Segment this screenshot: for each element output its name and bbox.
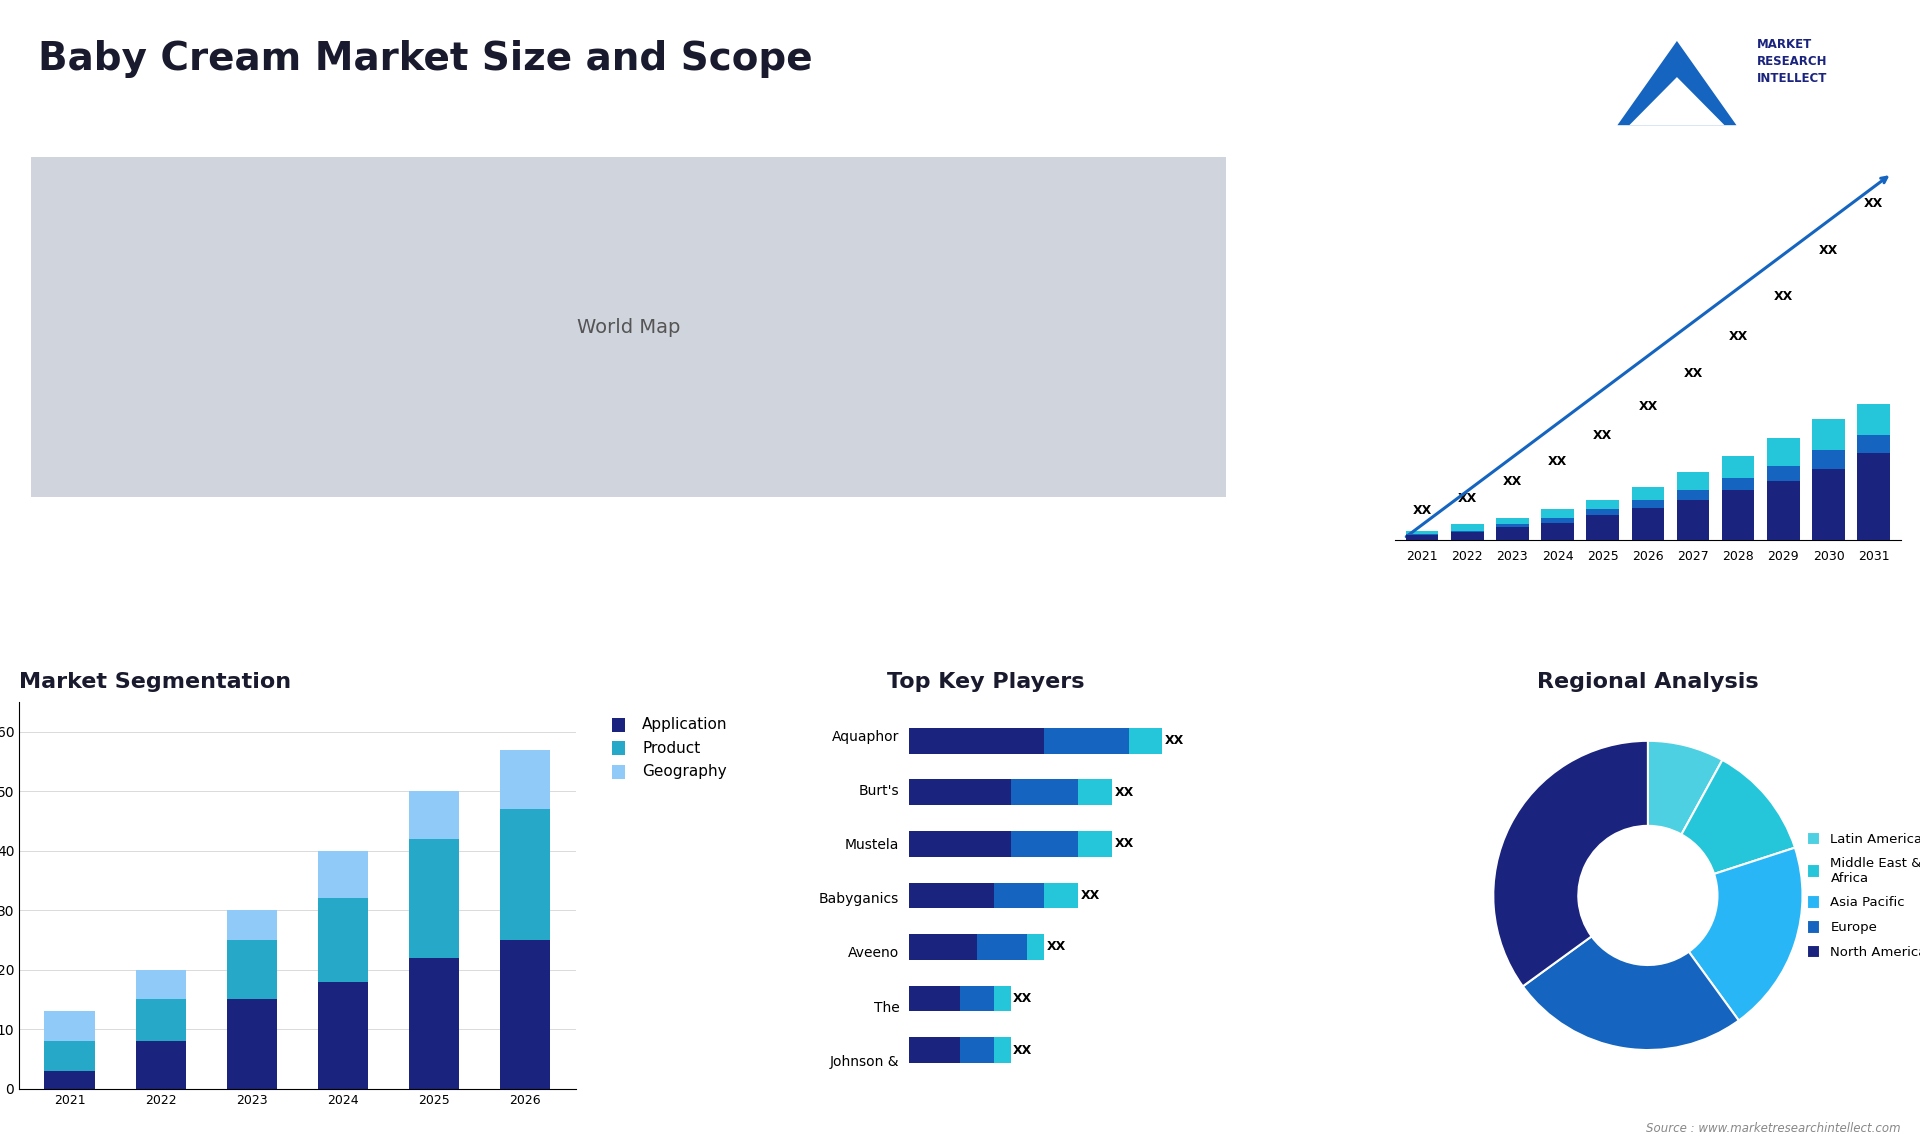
Text: Babyganics: Babyganics bbox=[820, 893, 899, 906]
Legend: Latin America, Middle East &
Africa, Asia Pacific, Europe, North America: Latin America, Middle East & Africa, Asi… bbox=[1801, 826, 1920, 964]
Bar bbox=[1586, 515, 1619, 540]
Bar bbox=[1722, 478, 1755, 540]
Text: Baby Cream Market Size and Scope: Baby Cream Market Size and Scope bbox=[38, 40, 812, 78]
Bar bbox=[44, 1012, 94, 1041]
Text: XX: XX bbox=[1818, 244, 1837, 257]
Text: XX: XX bbox=[1594, 429, 1613, 441]
Bar bbox=[409, 839, 459, 958]
Bar bbox=[1676, 490, 1709, 540]
Bar bbox=[1405, 531, 1438, 540]
Bar bbox=[1766, 465, 1799, 540]
Polygon shape bbox=[1617, 41, 1736, 125]
Text: XX: XX bbox=[1548, 455, 1567, 468]
Text: Source : www.marketresearchintellect.com: Source : www.marketresearchintellect.com bbox=[1645, 1122, 1901, 1135]
Wedge shape bbox=[1523, 936, 1740, 1050]
Bar bbox=[1766, 438, 1799, 540]
Bar bbox=[136, 970, 186, 999]
Bar bbox=[319, 898, 369, 982]
Text: MARKET
RESEARCH
INTELLECT: MARKET RESEARCH INTELLECT bbox=[1757, 38, 1828, 85]
Bar bbox=[1496, 525, 1528, 540]
Text: The: The bbox=[874, 1000, 899, 1014]
Bar bbox=[501, 940, 551, 1089]
Bar bbox=[227, 910, 276, 940]
Text: XX: XX bbox=[1684, 367, 1703, 380]
Text: Aveeno: Aveeno bbox=[849, 947, 899, 960]
Bar bbox=[319, 850, 369, 898]
Legend: Application, Product, Geography: Application, Product, Geography bbox=[605, 709, 733, 785]
Bar bbox=[1632, 487, 1665, 540]
Bar bbox=[1405, 534, 1438, 540]
Bar bbox=[1586, 509, 1619, 540]
Text: Market Segmentation: Market Segmentation bbox=[19, 673, 292, 692]
Bar bbox=[1405, 535, 1438, 540]
Bar bbox=[31, 157, 1227, 497]
Wedge shape bbox=[1647, 740, 1722, 834]
Bar bbox=[1496, 518, 1528, 540]
Bar bbox=[1676, 500, 1709, 540]
Text: World Map: World Map bbox=[578, 317, 680, 337]
Bar bbox=[409, 958, 459, 1089]
Bar bbox=[1857, 454, 1889, 540]
Bar bbox=[1542, 523, 1574, 540]
Bar bbox=[136, 999, 186, 1041]
Bar bbox=[1542, 509, 1574, 540]
Bar bbox=[1722, 490, 1755, 540]
Bar bbox=[1632, 508, 1665, 540]
Text: XX: XX bbox=[1728, 330, 1747, 343]
Text: XX: XX bbox=[1774, 290, 1793, 303]
Bar bbox=[44, 1041, 94, 1070]
Bar bbox=[1812, 419, 1845, 540]
Bar bbox=[1812, 450, 1845, 540]
Wedge shape bbox=[1690, 848, 1803, 1021]
Bar bbox=[409, 792, 459, 839]
Bar bbox=[1722, 456, 1755, 540]
Bar bbox=[1496, 527, 1528, 540]
Text: XX: XX bbox=[1413, 504, 1432, 517]
Text: XX: XX bbox=[1864, 197, 1884, 210]
Wedge shape bbox=[1494, 740, 1647, 987]
Bar bbox=[227, 940, 276, 999]
Bar bbox=[227, 999, 276, 1089]
Text: Johnson &: Johnson & bbox=[829, 1054, 899, 1068]
Text: Burt's: Burt's bbox=[858, 784, 899, 798]
Bar bbox=[1857, 405, 1889, 540]
Bar bbox=[319, 982, 369, 1089]
Wedge shape bbox=[1682, 760, 1795, 874]
Bar bbox=[501, 809, 551, 940]
Text: XX: XX bbox=[1457, 493, 1476, 505]
Bar bbox=[1857, 434, 1889, 540]
Bar bbox=[501, 749, 551, 809]
Text: Mustela: Mustela bbox=[845, 838, 899, 853]
Text: XX: XX bbox=[1638, 400, 1657, 413]
Bar bbox=[1632, 500, 1665, 540]
Text: XX: XX bbox=[1503, 474, 1523, 488]
Bar bbox=[1586, 500, 1619, 540]
Bar bbox=[136, 1041, 186, 1089]
Title: Regional Analysis: Regional Analysis bbox=[1538, 673, 1759, 692]
Bar bbox=[1766, 481, 1799, 540]
Bar bbox=[1452, 525, 1484, 540]
Polygon shape bbox=[1630, 77, 1724, 125]
Bar bbox=[1452, 533, 1484, 540]
Bar bbox=[1452, 531, 1484, 540]
Title: Top Key Players: Top Key Players bbox=[887, 673, 1085, 692]
Bar bbox=[44, 1070, 94, 1089]
Bar bbox=[1676, 472, 1709, 540]
Bar bbox=[1542, 518, 1574, 540]
Text: Aquaphor: Aquaphor bbox=[831, 730, 899, 744]
Bar bbox=[1812, 469, 1845, 540]
